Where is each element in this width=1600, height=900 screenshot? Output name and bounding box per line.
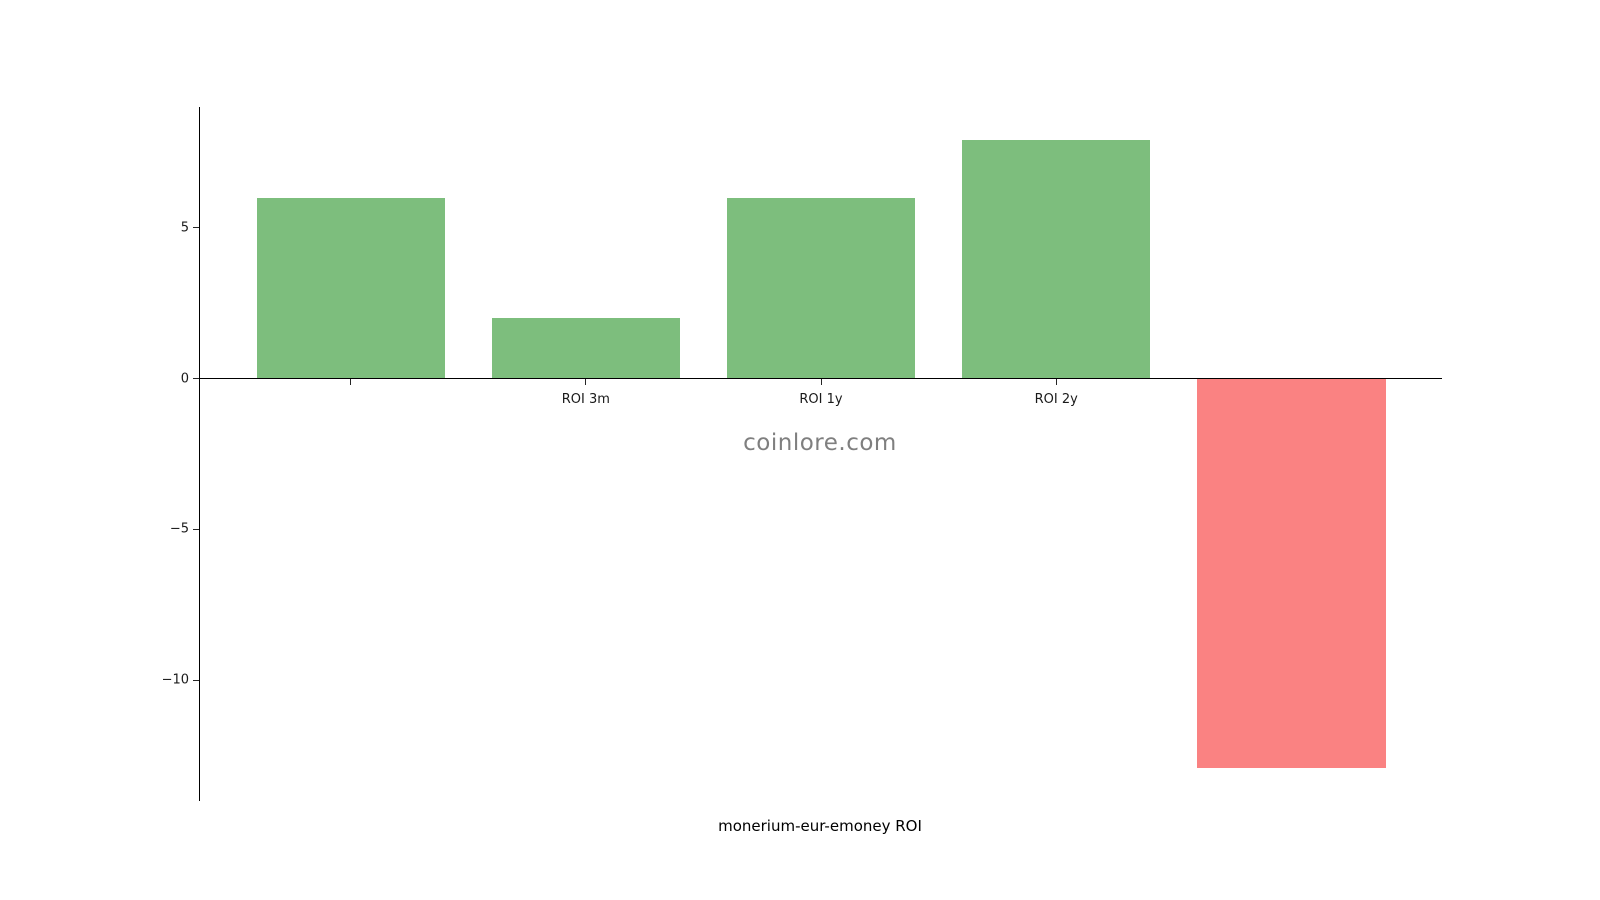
watermark-text: coinlore.com [743, 430, 897, 456]
x-tick-label-roi-2y: ROI 2y [1034, 391, 1078, 407]
y-axis-spine [198, 107, 200, 801]
bar-roi-1y [726, 197, 916, 379]
x-tick [1055, 378, 1057, 385]
x-tick-label-roi-3m: ROI 3m [561, 391, 610, 407]
y-tick-label: 0 [180, 371, 189, 387]
x-tick [820, 378, 822, 385]
y-tick-label: −5 [169, 521, 189, 537]
x-tick [350, 378, 351, 385]
chart-title: monerium-eur-emoney ROI [718, 817, 922, 835]
y-tick [192, 528, 199, 530]
x-axis-line [200, 377, 1442, 380]
bar-roi-3m [491, 318, 680, 379]
y-tick [192, 378, 199, 380]
y-tick-label: −10 [161, 672, 189, 688]
x-tick-label-roi-1y: ROI 1y [799, 391, 843, 407]
y-tick-label: 5 [180, 220, 189, 236]
bar-roi-2y [962, 140, 1151, 379]
x-tick [585, 378, 587, 385]
y-tick [192, 679, 199, 681]
bar-1 [256, 197, 445, 379]
bar-5 [1197, 378, 1386, 768]
y-tick [192, 227, 199, 229]
